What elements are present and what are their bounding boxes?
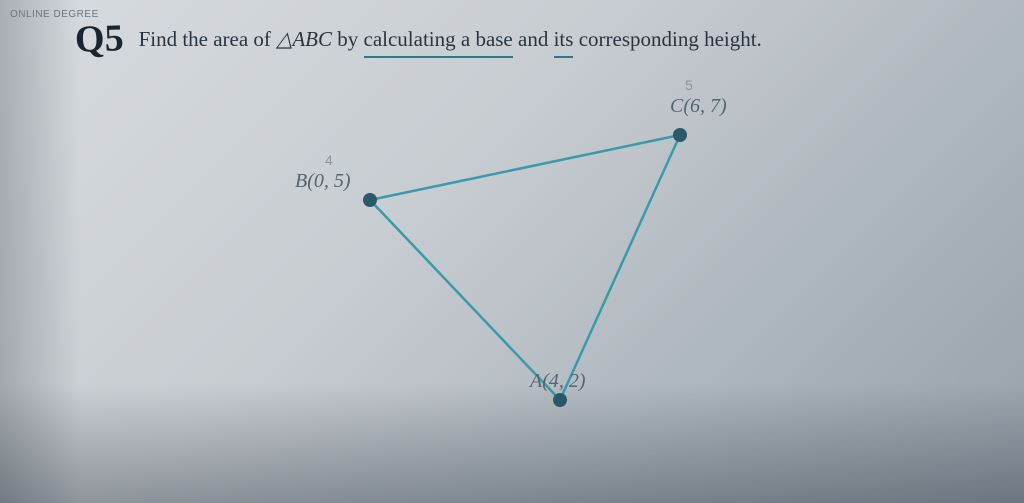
question-mid2: and <box>513 27 554 51</box>
triangle-diagram: 5 C(6, 7) 4 B(0, 5) A(4, 2) <box>260 90 810 470</box>
question-row: Q5 Find the area of △ABC by calculating … <box>75 20 762 58</box>
question-prefix: Find the area of <box>139 27 277 51</box>
vertex-a-label: A(4, 2) <box>530 370 586 393</box>
underlined-base: calculating a base <box>364 25 513 54</box>
question-suffix: corresponding height. <box>573 27 761 51</box>
vertex-b-smallnum: 4 <box>325 152 333 168</box>
vertex-b-label: B(0, 5) <box>295 170 351 193</box>
question-text: Find the area of △ABC by calculating a b… <box>139 20 762 54</box>
triangle-svg <box>260 90 810 470</box>
triangle-shape <box>370 135 680 400</box>
question-number: Q5 <box>74 19 124 59</box>
vertex-b-dot <box>363 193 377 207</box>
question-mid: by <box>332 27 364 51</box>
underlined-its: its <box>554 25 574 54</box>
vertex-c-label: C(6, 7) <box>670 95 727 118</box>
left-vignette <box>0 0 80 503</box>
vertex-c-dot <box>673 128 687 142</box>
vertex-a-dot <box>553 393 567 407</box>
vertex-c-smallnum: 5 <box>685 77 693 93</box>
triangle-symbol: △ABC <box>276 27 332 51</box>
